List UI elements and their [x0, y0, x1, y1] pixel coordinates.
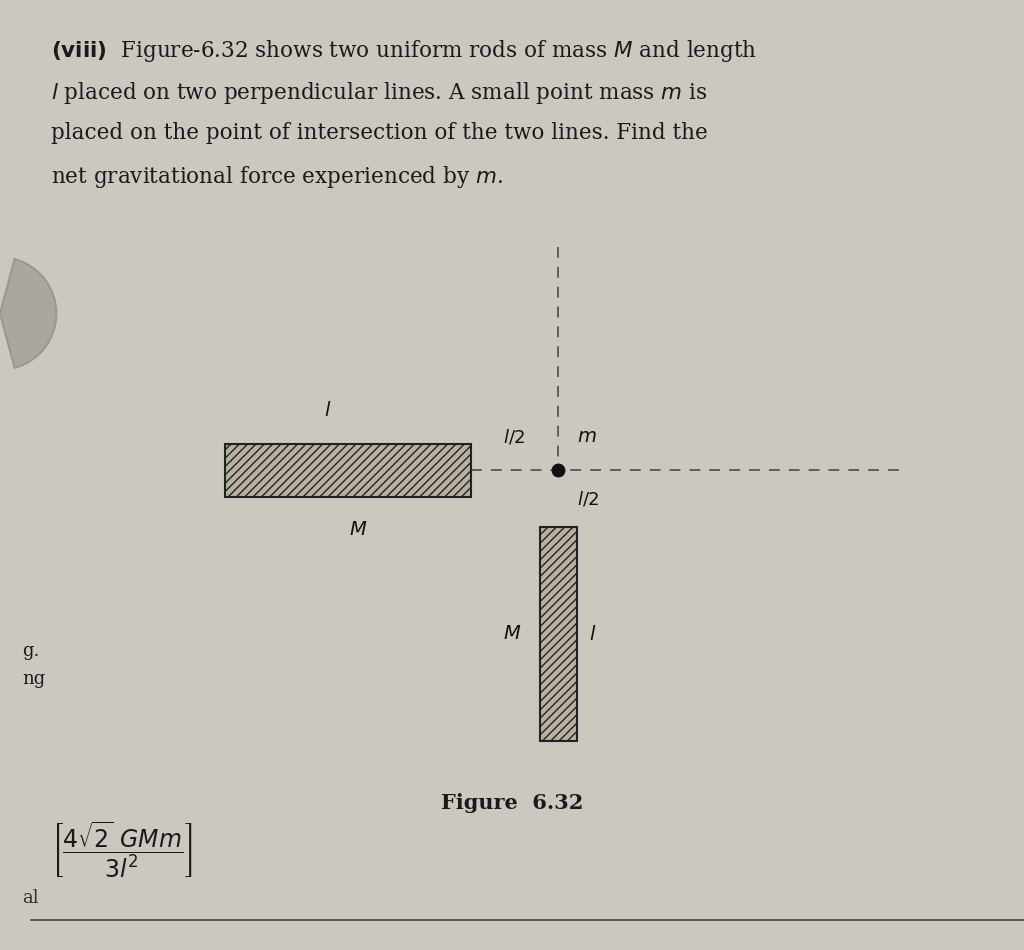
Wedge shape	[0, 259, 56, 368]
Text: $l$ placed on two perpendicular lines. A small point mass $m$ is: $l$ placed on two perpendicular lines. A…	[51, 80, 708, 106]
Bar	[225, 444, 471, 497]
Text: $\bf{(viii)}$  Figure-6.32 shows two uniform rods of mass $M$ and length: $\bf{(viii)}$ Figure-6.32 shows two unif…	[51, 38, 758, 64]
Text: g.: g.	[23, 642, 40, 659]
Text: Figure  6.32: Figure 6.32	[440, 792, 584, 813]
Text: net gravitational force experienced by $m$.: net gravitational force experienced by $…	[51, 164, 503, 190]
Text: $\left[\dfrac{4\sqrt{2}\ GMm}{3l^2}\right]$: $\left[\dfrac{4\sqrt{2}\ GMm}{3l^2}\righ…	[51, 820, 193, 881]
Bar	[540, 527, 577, 741]
Text: al: al	[23, 889, 39, 907]
Text: $l/2$: $l/2$	[504, 428, 525, 446]
Text: $l$: $l$	[324, 401, 332, 420]
Text: $l/2$: $l/2$	[577, 489, 599, 508]
Text: $m$: $m$	[577, 428, 596, 446]
Text: placed on the point of intersection of the two lines. Find the: placed on the point of intersection of t…	[51, 122, 708, 144]
Text: ng: ng	[23, 671, 46, 688]
Text: $M$: $M$	[349, 521, 368, 539]
Text: $M$: $M$	[503, 625, 521, 643]
Text: $l$: $l$	[589, 625, 596, 644]
